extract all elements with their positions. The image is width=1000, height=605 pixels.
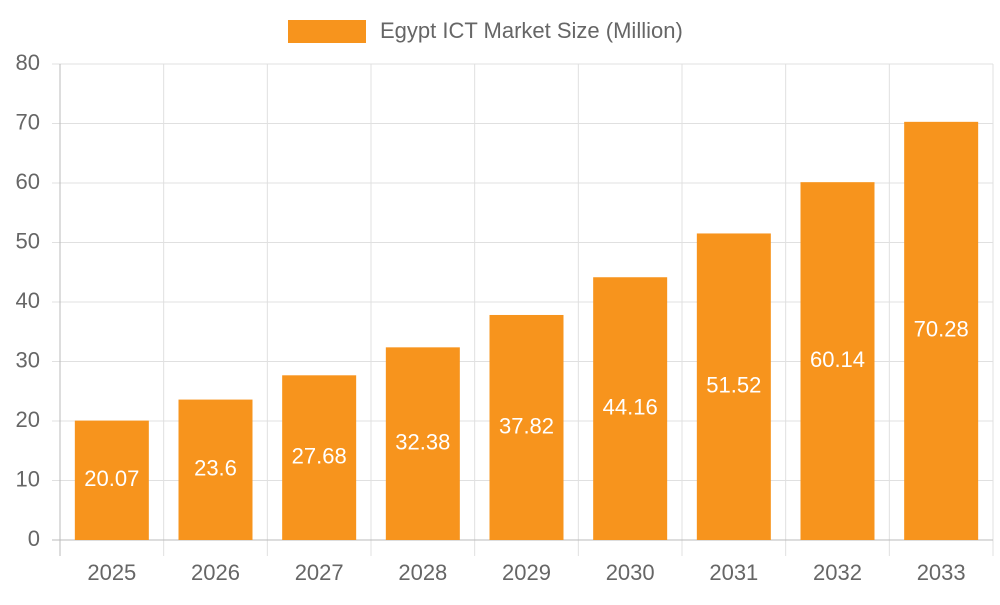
x-tick-label: 2025 [87,560,136,585]
x-tick-label: 2030 [606,560,655,585]
y-tick-label: 10 [16,466,40,491]
bar [74,420,149,540]
y-tick-label: 80 [16,50,40,75]
bar [696,233,771,540]
legend-label: Egypt ICT Market Size (Million) [380,18,683,43]
bar [178,399,253,540]
data-label: 32.38 [395,429,450,454]
bar [489,314,564,540]
y-tick-label: 20 [16,407,40,432]
legend-swatch [288,20,366,43]
x-tick-label: 2026 [191,560,240,585]
data-label: 44.16 [603,394,658,419]
data-label: 23.6 [194,456,237,481]
y-tick-label: 60 [16,169,40,194]
x-tick-label: 2028 [398,560,447,585]
bar [800,182,875,541]
data-label: 37.82 [499,413,554,438]
data-label: 70.28 [914,317,969,342]
data-label: 60.14 [810,347,865,372]
bar [593,277,668,540]
x-tick-label: 2031 [709,560,758,585]
data-label: 27.68 [292,443,347,468]
y-tick-label: 50 [16,228,40,253]
y-tick-label: 40 [16,288,40,313]
y-tick-label: 70 [16,109,40,134]
bar [385,347,460,540]
x-tick-label: 2033 [917,560,966,585]
x-tick-label: 2027 [295,560,344,585]
x-tick-label: 2032 [813,560,862,585]
x-tick-label: 2029 [502,560,551,585]
bar [904,121,979,541]
bar [282,375,357,540]
y-tick-label: 0 [28,526,40,551]
y-tick-label: 30 [16,347,40,372]
data-label: 20.07 [84,466,139,491]
data-label: 51.52 [706,373,761,398]
